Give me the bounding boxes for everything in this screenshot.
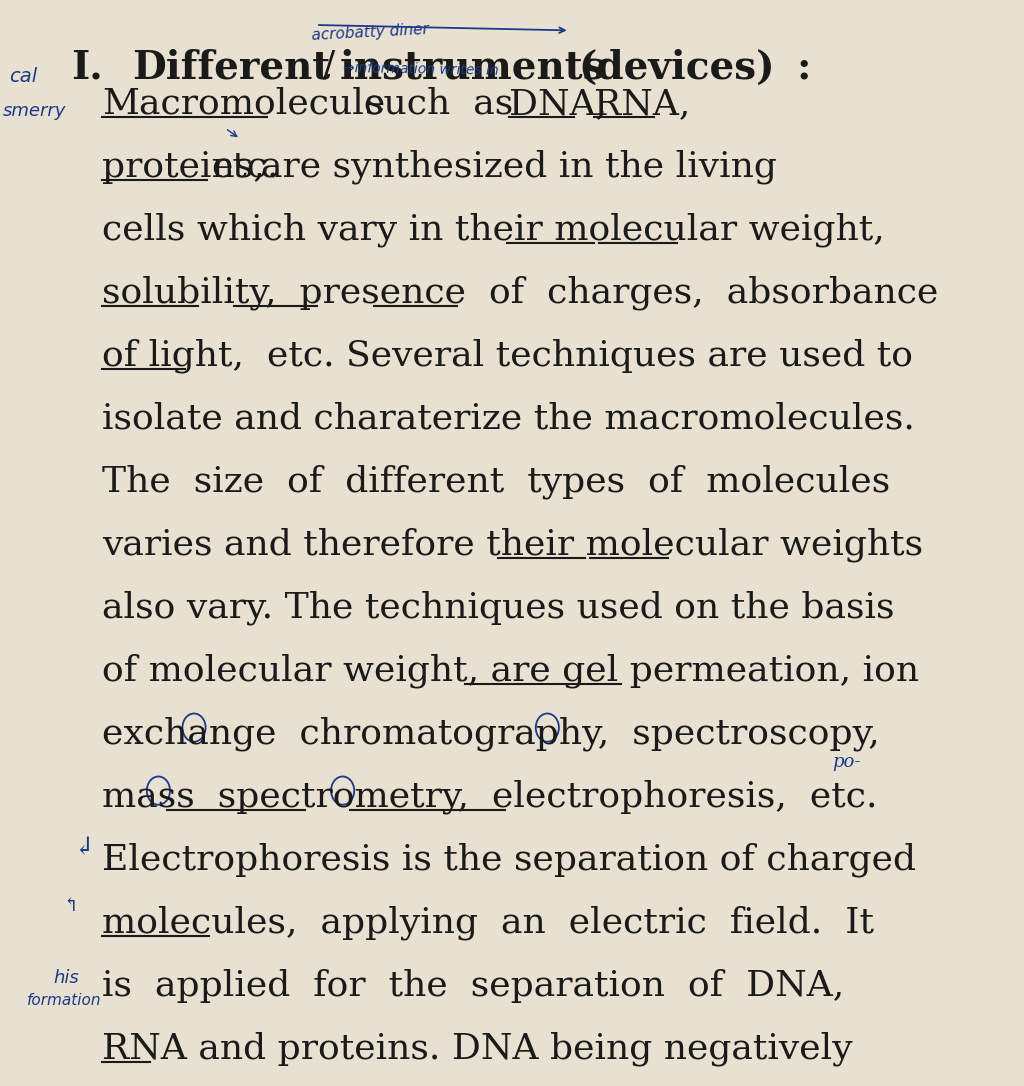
Text: instruments: instruments (340, 49, 605, 87)
Text: is  applied  for  the  separation  of  DNA,: is applied for the separation of DNA, (102, 969, 845, 1002)
Text: (devices): (devices) (579, 49, 775, 87)
Text: molecules,  applying  an  electric  field.  It: molecules, applying an electric field. I… (102, 906, 874, 940)
Text: cal: cal (9, 67, 37, 86)
Text: RNA and proteins. DNA being negatively: RNA and proteins. DNA being negatively (102, 1032, 853, 1066)
Text: of molecular weight, are gel permeation, ion: of molecular weight, are gel permeation,… (102, 654, 920, 689)
Text: Macromolecule: Macromolecule (102, 87, 386, 121)
Text: Different: Different (132, 49, 330, 87)
Text: Electrophoresis is the separation of charged: Electrophoresis is the separation of cha… (102, 843, 916, 877)
Text: The  size  of  different  types  of  molecules: The size of different types of molecules (102, 465, 891, 500)
Text: →information writes in: →information writes in (343, 62, 499, 78)
Text: formation: formation (27, 993, 101, 1008)
Text: isolate and charaterize the macromolecules.: isolate and charaterize the macromolecul… (102, 402, 915, 435)
Text: smerry: smerry (3, 102, 66, 121)
Text: po-: po- (833, 753, 860, 771)
Text: are synthesized in the living: are synthesized in the living (261, 150, 776, 185)
Text: DNA,: DNA, (509, 87, 607, 121)
Text: ↰: ↰ (62, 897, 79, 915)
Text: /: / (323, 49, 335, 83)
Text: proteins,: proteins, (102, 150, 265, 184)
Text: solubility,  presence  of  charges,  absorbance: solubility, presence of charges, absorba… (102, 276, 939, 311)
Text: acrobatty diner: acrobatty diner (311, 22, 429, 42)
Text: ↲: ↲ (73, 837, 94, 860)
Text: RNA,: RNA, (594, 87, 690, 121)
Text: I.: I. (72, 49, 103, 87)
Text: of light,  etc. Several techniques are used to: of light, etc. Several techniques are us… (102, 339, 913, 374)
Text: varies and therefore their molecular weights: varies and therefore their molecular wei… (102, 528, 924, 563)
Text: :: : (797, 49, 811, 87)
Text: cells which vary in their molecular weight,: cells which vary in their molecular weig… (102, 213, 885, 248)
Text: such  as: such as (365, 87, 513, 121)
Text: his: his (53, 969, 79, 987)
Text: also vary. The techniques used on the basis: also vary. The techniques used on the ba… (102, 591, 895, 626)
Text: mass  spectrometry,  electrophoresis,  etc.: mass spectrometry, electrophoresis, etc. (102, 780, 878, 814)
Text: etc.: etc. (211, 150, 279, 184)
Text: exchange  chromatography,  spectroscopy,: exchange chromatography, spectroscopy, (102, 717, 880, 752)
